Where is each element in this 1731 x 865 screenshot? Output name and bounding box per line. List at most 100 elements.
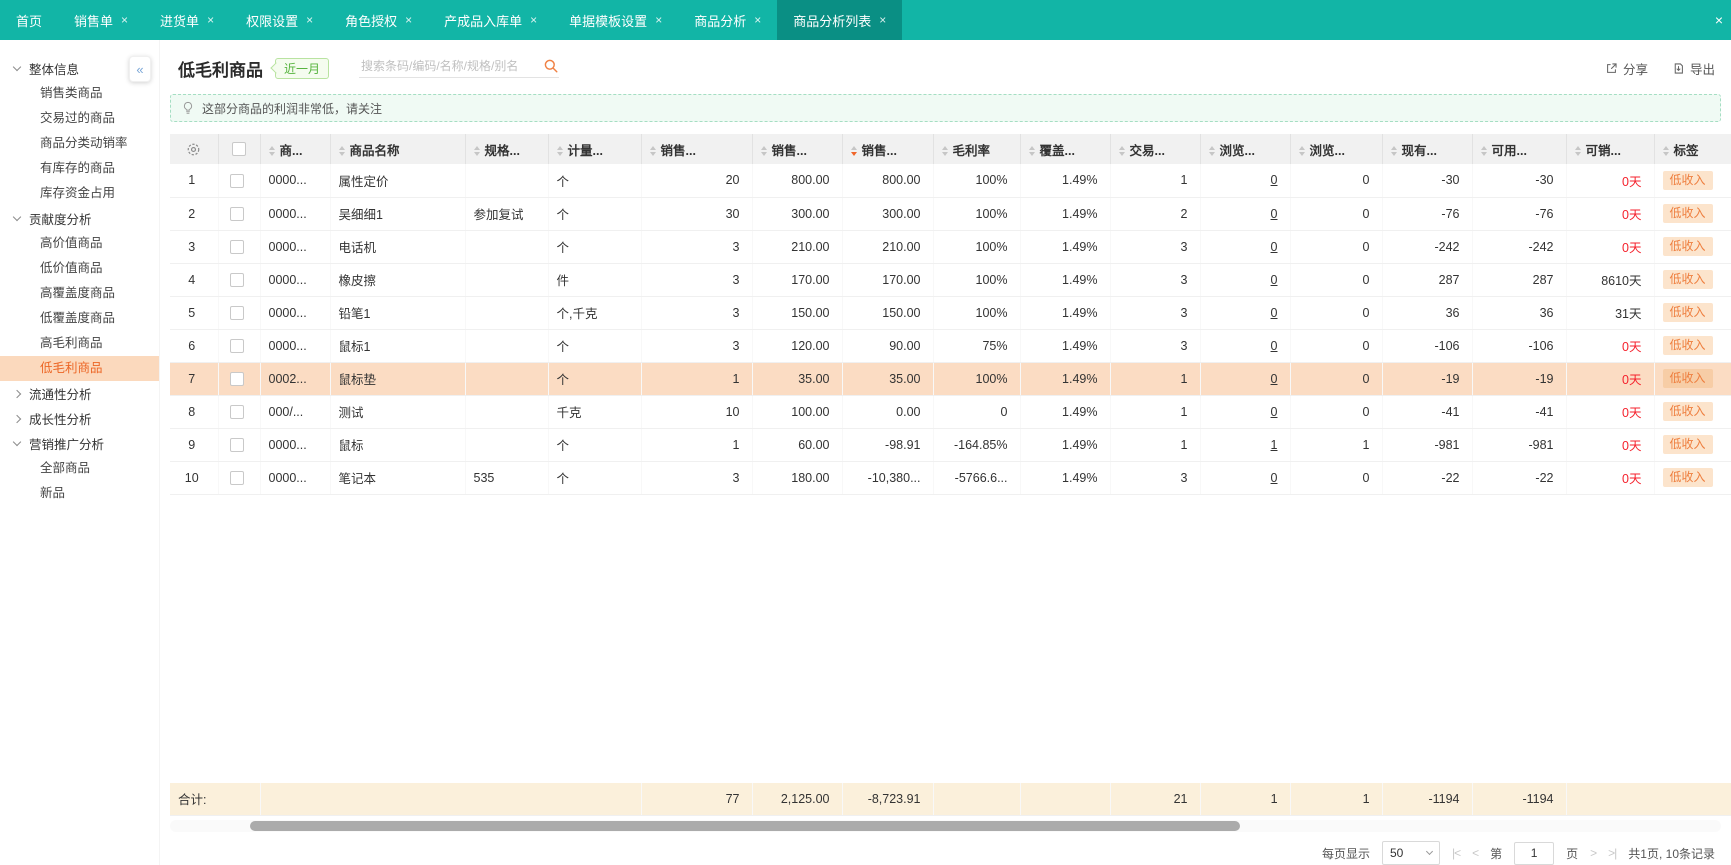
tab-权限设置[interactable]: 权限设置 × — [230, 0, 329, 40]
row-checkbox[interactable] — [230, 305, 244, 320]
prev-page-button[interactable]: < — [1472, 846, 1479, 860]
column-header-16[interactable]: 标签 — [1654, 134, 1731, 164]
sidebar-item-高毛利商品[interactable]: 高毛利商品 — [40, 336, 103, 350]
sidebar-item-高价值商品[interactable]: 高价值商品 — [40, 236, 103, 250]
column-header-4[interactable]: 计量... — [548, 134, 642, 164]
cell-stock: -76 — [1382, 197, 1473, 231]
cell-sales-profit: 90.00 — [842, 329, 934, 363]
column-header-7[interactable]: 销售... — [842, 134, 934, 164]
sidebar-item-销售类商品[interactable]: 销售类商品 — [40, 86, 103, 100]
row-checkbox[interactable] — [230, 338, 244, 353]
page-input[interactable] — [1514, 841, 1555, 865]
scrollbar-thumb[interactable] — [250, 821, 1240, 831]
column-header-9[interactable]: 覆盖... — [1020, 134, 1111, 164]
views-link[interactable]: 0 — [1270, 404, 1278, 419]
export-button[interactable]: 导出 — [1672, 59, 1715, 78]
next-page-button[interactable]: > — [1590, 846, 1597, 860]
horizontal-scrollbar[interactable] — [170, 820, 1721, 832]
sidebar-item-新品[interactable]: 新品 — [40, 486, 66, 500]
column-header-11[interactable]: 浏览... — [1200, 134, 1291, 164]
cell-available: -981 — [1472, 428, 1567, 462]
views-link[interactable]: 0 — [1270, 305, 1278, 320]
row-checkbox[interactable] — [230, 272, 244, 287]
sidebar-group-成长性分析[interactable]: 成长性分析 — [0, 406, 159, 431]
tab-close-icon[interactable]: × — [121, 13, 129, 27]
sidebar-group-营销推广分析[interactable]: 营销推广分析 — [0, 431, 159, 456]
tab-close-icon[interactable]: × — [306, 13, 314, 27]
views-link[interactable]: 1 — [1270, 437, 1278, 452]
column-header-15[interactable]: 可销... — [1566, 134, 1655, 164]
sidebar-collapse-button[interactable]: « — [129, 56, 151, 82]
views-link[interactable]: 0 — [1270, 206, 1278, 221]
row-checkbox[interactable] — [230, 437, 244, 452]
sidebar-item-高覆盖度商品[interactable]: 高覆盖度商品 — [40, 286, 116, 300]
sidebar-item-低价值商品[interactable]: 低价值商品 — [40, 261, 103, 275]
row-checkbox[interactable] — [230, 470, 244, 485]
views-link[interactable]: 0 — [1270, 338, 1278, 353]
column-header-8[interactable]: 毛利率 — [933, 134, 1021, 164]
column-header-13[interactable]: 现有... — [1382, 134, 1473, 164]
gear-icon — [170, 142, 217, 157]
sidebar-item-商品分类动销率[interactable]: 商品分类动销率 — [40, 136, 128, 150]
page-header: 低毛利商品 近一月 分享 导出 — [160, 40, 1731, 88]
cell-views-2: 0 — [1290, 230, 1383, 264]
cell-coverage: 1.49% — [1020, 164, 1111, 198]
sidebar-item-库存资金占用[interactable]: 库存资金占用 — [40, 186, 116, 200]
column-header-14[interactable]: 可用... — [1472, 134, 1567, 164]
last-page-button[interactable]: >| — [1608, 846, 1617, 860]
sidebar-group-贡献度分析[interactable]: 贡献度分析 — [0, 206, 159, 231]
tab-商品分析[interactable]: 商品分析 × — [678, 0, 777, 40]
sidebar-item-交易过的商品[interactable]: 交易过的商品 — [40, 111, 116, 125]
tab-产成品入库单[interactable]: 产成品入库单 × — [428, 0, 553, 40]
tab-角色授权[interactable]: 角色授权 × — [329, 0, 428, 40]
sidebar-group-流通性分析[interactable]: 流通性分析 — [0, 381, 159, 406]
row-checkbox[interactable] — [230, 404, 244, 419]
sidebar-item-全部商品[interactable]: 全部商品 — [40, 461, 91, 475]
views-link[interactable]: 0 — [1270, 272, 1278, 287]
column-header-3[interactable]: 规格... — [465, 134, 549, 164]
column-header-2[interactable]: 商品名称 — [330, 134, 466, 164]
sidebar-group-整体信息[interactable]: 整体信息 — [0, 56, 159, 81]
column-settings-button[interactable] — [170, 134, 219, 164]
row-checkbox[interactable] — [230, 173, 244, 188]
column-header-5[interactable]: 销售... — [641, 134, 753, 164]
row-checkbox[interactable] — [230, 371, 244, 386]
cell-trades: 3 — [1110, 263, 1201, 297]
views-link[interactable]: 0 — [1270, 173, 1278, 188]
tab-close-icon[interactable]: × — [530, 13, 538, 27]
share-button[interactable]: 分享 — [1605, 59, 1648, 78]
tab-close-icon[interactable]: × — [879, 13, 887, 27]
tab-close-icon[interactable]: × — [754, 13, 762, 27]
tab-进货单[interactable]: 进货单 × — [144, 0, 230, 40]
tab-close-icon[interactable]: × — [207, 13, 215, 27]
tab-首页[interactable]: 首页 — [0, 0, 58, 40]
tab-销售单[interactable]: 销售单 × — [58, 0, 144, 40]
checkbox-icon[interactable] — [232, 142, 246, 157]
tab-close-icon[interactable]: × — [655, 13, 663, 27]
tab-close-icon[interactable]: × — [405, 13, 413, 27]
views-link[interactable]: 0 — [1270, 239, 1278, 254]
column-header-6[interactable]: 销售... — [752, 134, 843, 164]
row-checkbox[interactable] — [230, 206, 244, 221]
sidebar-item-低毛利商品[interactable]: 低毛利商品 — [0, 356, 159, 381]
column-header-10[interactable]: 交易... — [1110, 134, 1201, 164]
cell-spec — [465, 164, 549, 198]
tab-商品分析列表[interactable]: 商品分析列表 × — [777, 0, 903, 40]
sidebar-item-低覆盖度商品[interactable]: 低覆盖度商品 — [40, 311, 116, 325]
per-page-select[interactable]: 50 — [1381, 841, 1440, 865]
search-input[interactable] — [359, 58, 544, 74]
select-all-checkbox[interactable] — [218, 134, 261, 164]
tab-单据模板设置[interactable]: 单据模板设置 × — [553, 0, 678, 40]
views-link[interactable]: 0 — [1270, 371, 1278, 386]
cell-sales-amount: 800.00 — [752, 164, 843, 198]
column-header-1[interactable]: 商... — [260, 134, 331, 164]
views-link[interactable]: 0 — [1270, 470, 1278, 485]
period-badge[interactable]: 近一月 — [275, 57, 330, 79]
sidebar-item-有库存的商品[interactable]: 有库存的商品 — [40, 161, 116, 175]
row-checkbox[interactable] — [230, 239, 244, 254]
search-icon[interactable] — [543, 58, 559, 74]
column-header-12[interactable]: 浏览... — [1290, 134, 1383, 164]
first-page-button[interactable]: |< — [1451, 846, 1461, 860]
close-all-tabs-icon[interactable]: × — [1714, 12, 1723, 28]
page-title: 低毛利商品 — [178, 60, 263, 80]
